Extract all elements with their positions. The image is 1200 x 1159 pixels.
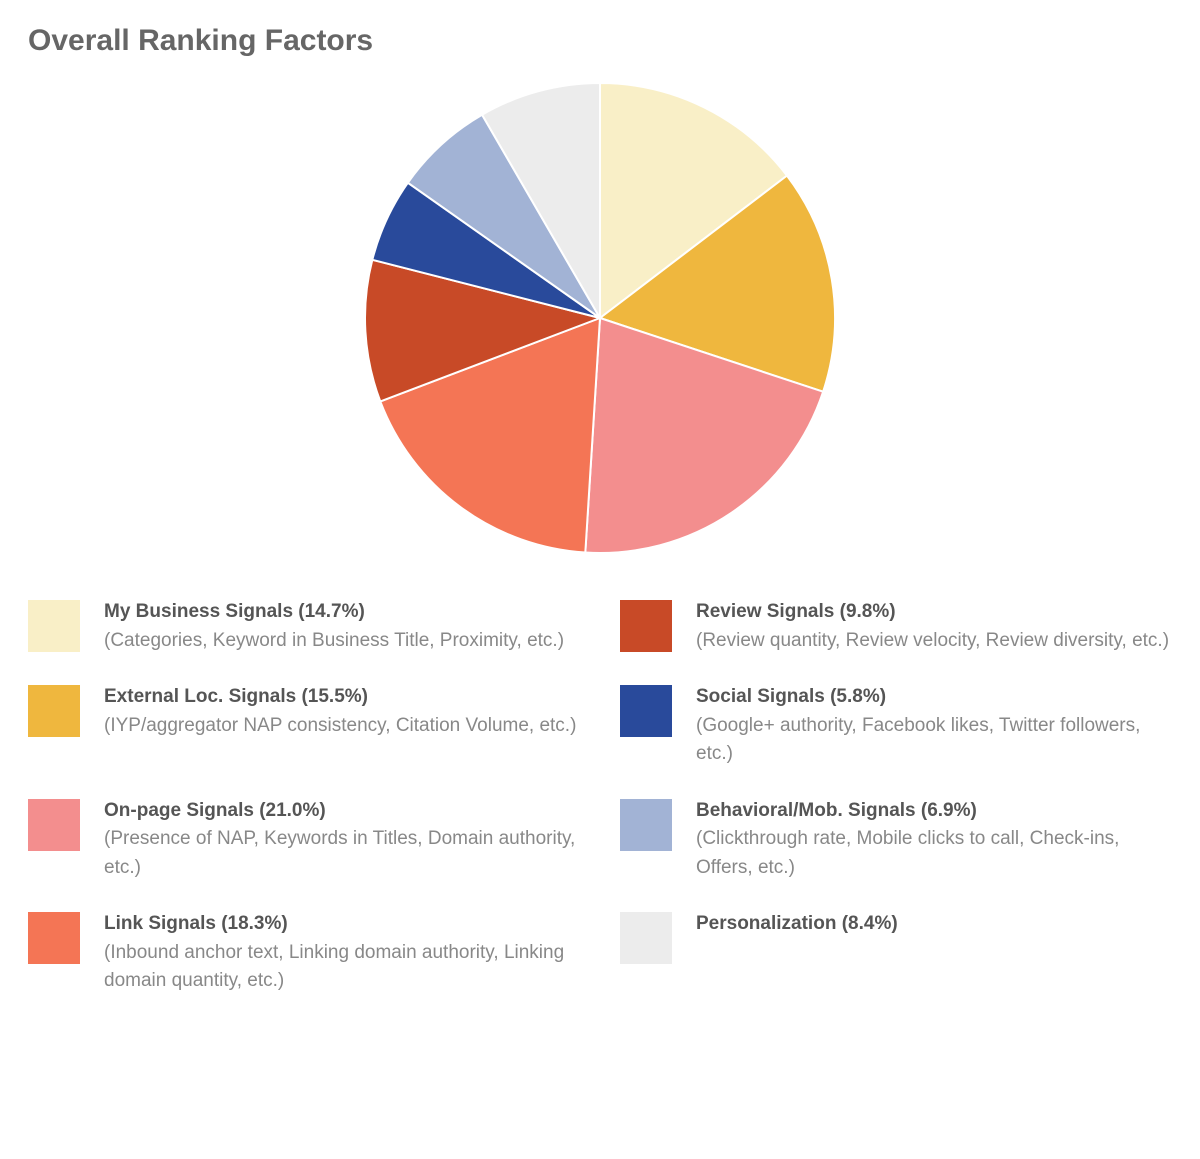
legend-swatch — [28, 600, 80, 652]
legend-item: My Business Signals (14.7%)(Categories, … — [28, 598, 580, 655]
legend-text: Link Signals (18.3%)(Inbound anchor text… — [104, 910, 580, 996]
legend-item-title: Link Signals (18.3%) — [104, 910, 580, 939]
legend-item-desc: (Presence of NAP, Keywords in Titles, Do… — [104, 825, 580, 882]
legend-item: Behavioral/Mob. Signals (6.9%)(Clickthro… — [620, 797, 1172, 883]
legend-swatch — [620, 685, 672, 737]
legend-item-desc: (Inbound anchor text, Linking domain aut… — [104, 939, 580, 996]
legend-swatch — [620, 600, 672, 652]
legend-item-desc: (IYP/aggregator NAP consistency, Citatio… — [104, 712, 580, 741]
legend-item-title: My Business Signals (14.7%) — [104, 598, 580, 627]
legend-swatch — [28, 799, 80, 851]
legend-item-desc: (Google+ authority, Facebook likes, Twit… — [696, 712, 1172, 769]
legend-swatch — [28, 685, 80, 737]
legend-item-title: External Loc. Signals (15.5%) — [104, 683, 580, 712]
legend: My Business Signals (14.7%)(Categories, … — [28, 598, 1172, 996]
pie-chart-svg — [360, 78, 840, 558]
legend-item-title: Review Signals (9.8%) — [696, 598, 1172, 627]
legend-item: On-page Signals (21.0%)(Presence of NAP,… — [28, 797, 580, 883]
legend-text: External Loc. Signals (15.5%)(IYP/aggreg… — [104, 683, 580, 740]
page: Overall Ranking Factors My Business Sign… — [0, 0, 1200, 1036]
legend-text: Behavioral/Mob. Signals (6.9%)(Clickthro… — [696, 797, 1172, 883]
legend-item: Link Signals (18.3%)(Inbound anchor text… — [28, 910, 580, 996]
legend-item: Personalization (8.4%) — [620, 910, 1172, 996]
legend-text: My Business Signals (14.7%)(Categories, … — [104, 598, 580, 655]
legend-item-desc: (Clickthrough rate, Mobile clicks to cal… — [696, 825, 1172, 882]
pie-chart — [28, 78, 1172, 558]
legend-text: Review Signals (9.8%)(Review quantity, R… — [696, 598, 1172, 655]
legend-item-desc: (Categories, Keyword in Business Title, … — [104, 627, 580, 656]
legend-item: External Loc. Signals (15.5%)(IYP/aggreg… — [28, 683, 580, 769]
legend-item-title: Behavioral/Mob. Signals (6.9%) — [696, 797, 1172, 826]
legend-text: Social Signals (5.8%)(Google+ authority,… — [696, 683, 1172, 769]
legend-item-title: Personalization (8.4%) — [696, 910, 1172, 939]
legend-item-title: Social Signals (5.8%) — [696, 683, 1172, 712]
legend-text: On-page Signals (21.0%)(Presence of NAP,… — [104, 797, 580, 883]
legend-item: Review Signals (9.8%)(Review quantity, R… — [620, 598, 1172, 655]
legend-item-desc: (Review quantity, Review velocity, Revie… — [696, 627, 1172, 656]
legend-item: Social Signals (5.8%)(Google+ authority,… — [620, 683, 1172, 769]
page-title: Overall Ranking Factors — [28, 24, 1172, 58]
legend-item-title: On-page Signals (21.0%) — [104, 797, 580, 826]
legend-text: Personalization (8.4%) — [696, 910, 1172, 939]
legend-swatch — [620, 912, 672, 964]
legend-swatch — [620, 799, 672, 851]
legend-swatch — [28, 912, 80, 964]
